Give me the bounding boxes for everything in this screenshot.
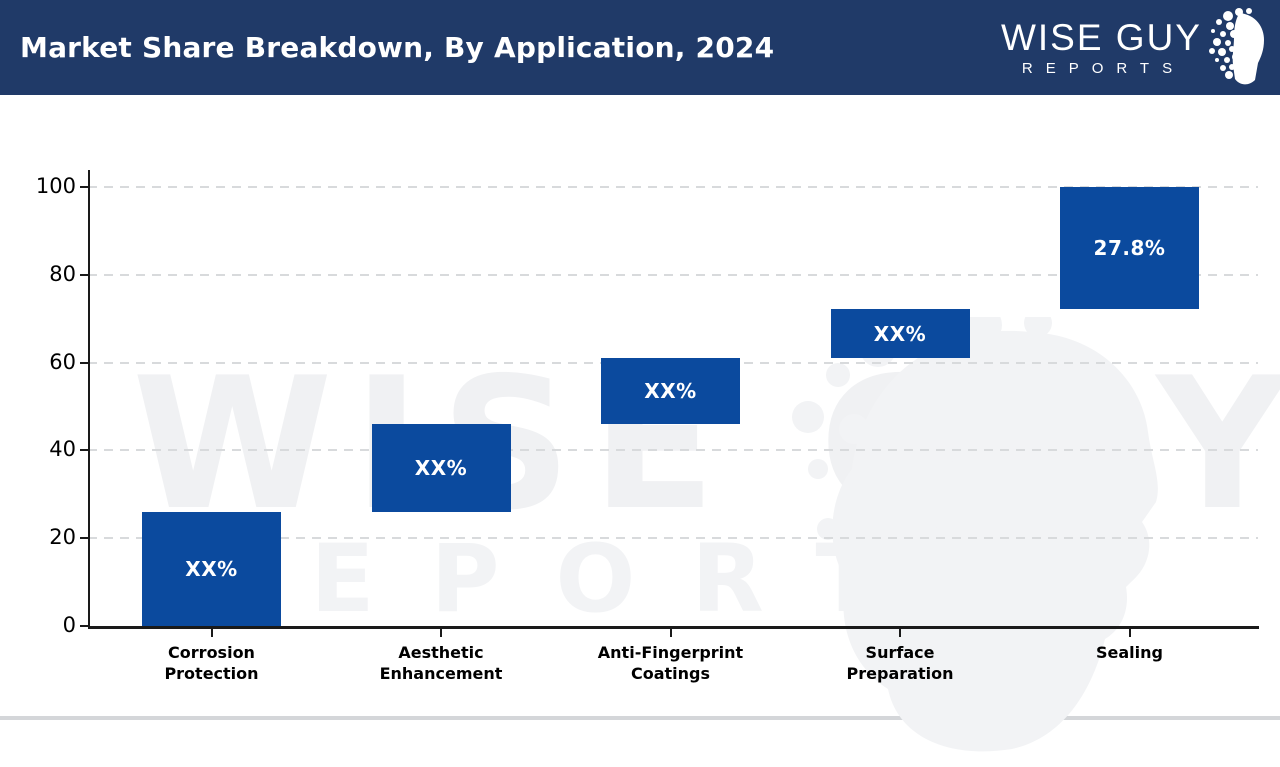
y-axis-tick <box>80 273 88 276</box>
header-bar: Market Share Breakdown, By Application, … <box>0 0 1280 95</box>
bar: 27.8% <box>1060 187 1199 310</box>
x-tick-label: Anti-Fingerprint Coatings <box>597 643 744 683</box>
x-tick-label: Aesthetic Enhancement <box>379 643 503 683</box>
bar: XX% <box>830 309 970 359</box>
bar-text: 27.8% <box>1093 236 1166 261</box>
y-tick-label: 20 <box>49 525 76 550</box>
chart-area: WISE GUY REPORTS 0 20 40 60 80 100 XX% Corrosio… <box>0 95 1280 752</box>
bar-text: XX% <box>644 379 697 404</box>
x-axis-tick <box>1128 629 1131 637</box>
gridline <box>88 537 1258 540</box>
bar: XX% <box>142 511 281 626</box>
x-tick-label: Surface Preparation <box>846 643 954 683</box>
y-tick-label: 60 <box>49 349 76 374</box>
x-tick-label: Corrosion Protection <box>164 643 259 683</box>
y-axis-tick <box>80 537 88 540</box>
y-tick-label: 40 <box>49 437 76 462</box>
y-axis-tick <box>80 625 88 627</box>
wiseguy-logo: WISE GUY REPORTS <box>1001 7 1280 89</box>
logo-subtitle: REPORTS <box>1021 59 1186 77</box>
bar: XX% <box>601 358 740 425</box>
page-title: Market Share Breakdown, By Application, … <box>20 31 775 64</box>
gridline <box>88 273 1258 276</box>
figure-bottom-border <box>0 716 1280 720</box>
x-axis-tick <box>669 629 672 637</box>
y-tick-label: 100 <box>35 174 76 198</box>
x-axis-tick <box>899 629 901 637</box>
y-axis-tick <box>80 449 88 452</box>
watermark-head-icon <box>792 317 1158 752</box>
x-axis-line <box>88 626 1259 629</box>
wiseguy-face-icon <box>1209 7 1264 84</box>
x-tick-label: Sealing <box>1096 643 1163 662</box>
gridline <box>88 449 1258 452</box>
y-axis-line <box>88 170 90 628</box>
y-tick-label: 0 <box>62 613 76 637</box>
bar: XX% <box>371 424 511 512</box>
bar-text: XX% <box>873 321 927 346</box>
x-axis-tick <box>440 629 442 637</box>
x-axis-tick <box>210 629 213 637</box>
gridline <box>88 186 1258 188</box>
wiseguy-logo-text: WISE GUY REPORTS <box>1001 19 1202 77</box>
y-axis-tick <box>80 361 88 364</box>
bar-text: XX% <box>185 556 238 581</box>
logo-wordmark: WISE GUY <box>1000 16 1202 58</box>
bar-text: XX% <box>414 455 468 480</box>
y-axis-tick <box>80 186 88 188</box>
y-tick-label: 80 <box>49 261 76 286</box>
